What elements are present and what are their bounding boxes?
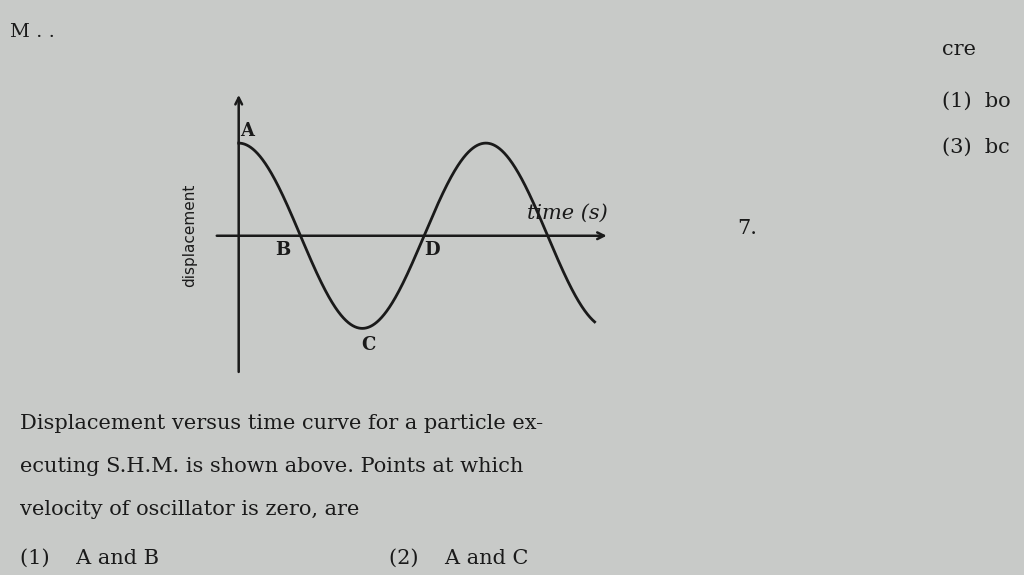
Text: time (s): time (s)	[526, 204, 607, 223]
Text: (1)  bo: (1) bo	[942, 92, 1011, 111]
Text: (1)    A and B: (1) A and B	[20, 549, 160, 568]
Text: B: B	[275, 241, 291, 259]
Text: Displacement versus time curve for a particle ex-: Displacement versus time curve for a par…	[20, 414, 544, 433]
Text: A: A	[241, 122, 255, 140]
Text: velocity of oscillator is zero, are: velocity of oscillator is zero, are	[20, 500, 359, 519]
Text: C: C	[361, 336, 376, 354]
Text: D: D	[424, 241, 439, 259]
Text: cre: cre	[942, 40, 976, 59]
Text: 7.: 7.	[737, 218, 758, 237]
Text: displacement: displacement	[182, 184, 197, 288]
Text: (2)    A and C: (2) A and C	[389, 549, 528, 568]
Text: ecuting S.H.M. is shown above. Points at which: ecuting S.H.M. is shown above. Points at…	[20, 457, 524, 476]
Text: (3)  bc: (3) bc	[942, 138, 1010, 157]
Text: M . .: M . .	[10, 23, 55, 41]
